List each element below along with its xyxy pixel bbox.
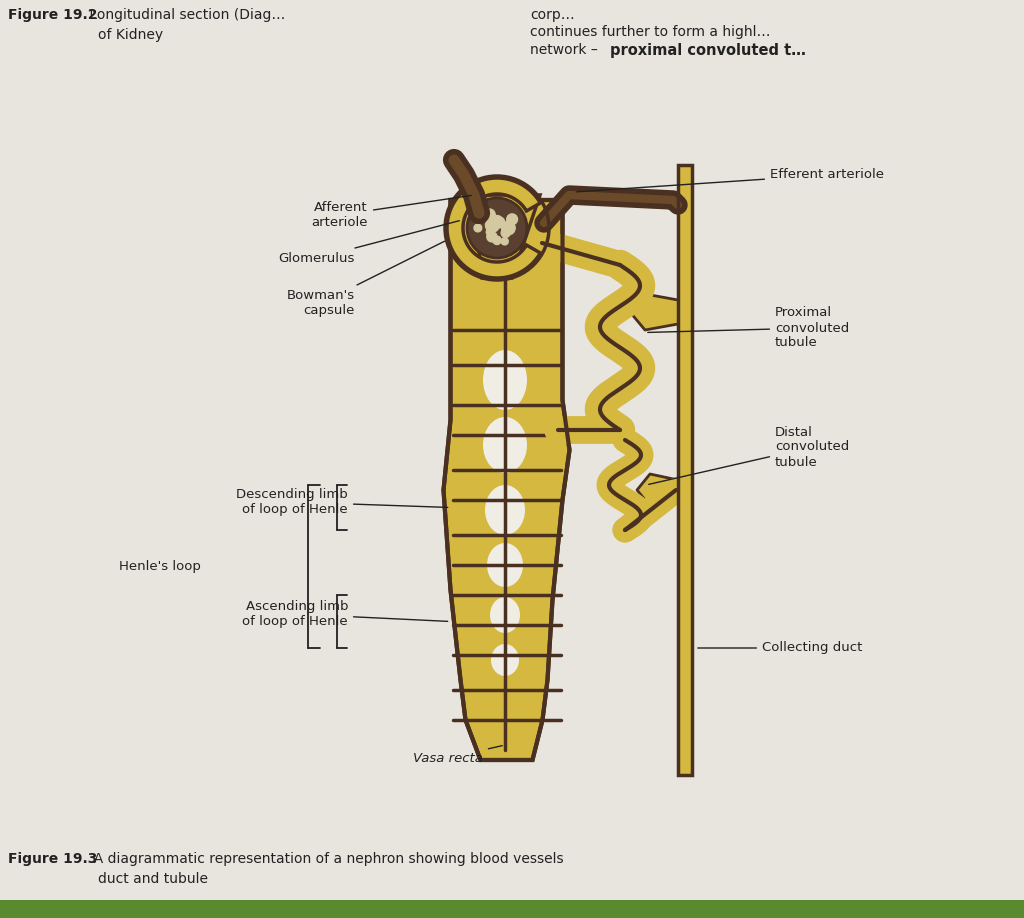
Text: Figure 19.2: Figure 19.2 (8, 8, 97, 22)
Ellipse shape (483, 350, 527, 410)
Bar (0, 900, 1024, 918)
Circle shape (498, 218, 505, 225)
Circle shape (502, 221, 515, 235)
Text: Distal
convoluted
tubule: Distal convoluted tubule (649, 426, 849, 485)
Circle shape (501, 238, 508, 245)
Circle shape (493, 236, 501, 244)
Circle shape (486, 231, 497, 242)
Text: Longitudinal section (Diag…: Longitudinal section (Diag… (85, 8, 286, 22)
Text: continues further to form a highl…: continues further to form a highl… (530, 25, 770, 39)
Text: of Kidney: of Kidney (98, 28, 163, 42)
Text: Bowman's
capsule: Bowman's capsule (287, 241, 444, 317)
Polygon shape (630, 294, 678, 330)
Text: A diagrammatic representation of a nephron showing blood vessels: A diagrammatic representation of a nephr… (85, 852, 563, 866)
Ellipse shape (490, 644, 519, 676)
Bar (678, 165, 692, 775)
Text: corp…: corp… (530, 8, 574, 22)
Text: Figure 19.3: Figure 19.3 (8, 852, 97, 866)
Circle shape (501, 229, 510, 238)
Text: Proximal
convoluted
tubule: Proximal convoluted tubule (648, 307, 849, 350)
Polygon shape (443, 200, 569, 760)
Polygon shape (447, 178, 541, 278)
Text: Ascending limb
of loop of Henle: Ascending limb of loop of Henle (243, 600, 447, 628)
Ellipse shape (490, 597, 520, 633)
Ellipse shape (485, 485, 525, 535)
Circle shape (486, 229, 494, 236)
Circle shape (490, 216, 504, 229)
Text: Glomerulus: Glomerulus (279, 220, 460, 264)
Text: duct and tubule: duct and tubule (98, 872, 208, 886)
Circle shape (474, 224, 481, 232)
Bar (678, 165, 692, 775)
Circle shape (483, 209, 496, 220)
Text: proximal convoluted t…: proximal convoluted t… (610, 43, 806, 58)
Text: Vasa recta: Vasa recta (413, 745, 503, 765)
Polygon shape (637, 474, 678, 506)
Circle shape (485, 218, 500, 232)
Text: Afferent
arteriole: Afferent arteriole (311, 196, 471, 229)
Text: Collecting duct: Collecting duct (697, 642, 862, 655)
Text: Henle's loop: Henle's loop (119, 560, 201, 573)
Ellipse shape (487, 543, 523, 587)
Text: Descending limb
of loop of Henle: Descending limb of loop of Henle (237, 488, 447, 516)
Circle shape (507, 214, 517, 225)
Circle shape (445, 176, 549, 280)
Polygon shape (473, 195, 540, 278)
Text: Efferent arteriole: Efferent arteriole (577, 169, 884, 192)
Circle shape (467, 198, 527, 258)
Ellipse shape (483, 417, 527, 473)
Text: network –: network – (530, 43, 602, 57)
